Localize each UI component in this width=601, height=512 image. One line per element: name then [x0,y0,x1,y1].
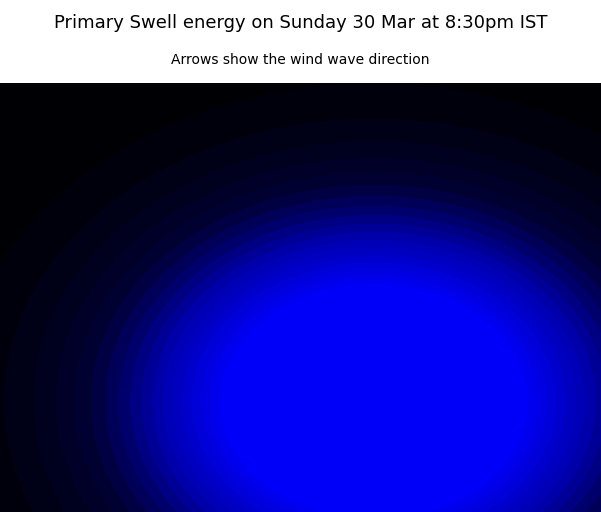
Text: Primary Swell energy on Sunday 30 Mar at 8:30pm IST: Primary Swell energy on Sunday 30 Mar at… [53,14,548,32]
Ellipse shape [297,326,451,477]
Ellipse shape [314,339,435,464]
Ellipse shape [331,352,418,452]
Ellipse shape [229,274,519,512]
Ellipse shape [221,268,527,512]
Ellipse shape [187,242,561,512]
Ellipse shape [339,358,409,445]
Ellipse shape [347,365,401,438]
Text: Arrows show the wind wave direction: Arrows show the wind wave direction [171,53,430,67]
Ellipse shape [237,281,510,512]
Polygon shape [0,83,601,512]
Ellipse shape [204,255,544,512]
Ellipse shape [195,249,552,512]
Ellipse shape [322,346,426,458]
Ellipse shape [271,307,477,497]
Ellipse shape [279,313,468,490]
Ellipse shape [288,319,460,484]
Ellipse shape [254,294,493,509]
Ellipse shape [263,301,485,503]
Ellipse shape [246,287,502,512]
Ellipse shape [305,333,443,471]
Ellipse shape [212,262,535,512]
